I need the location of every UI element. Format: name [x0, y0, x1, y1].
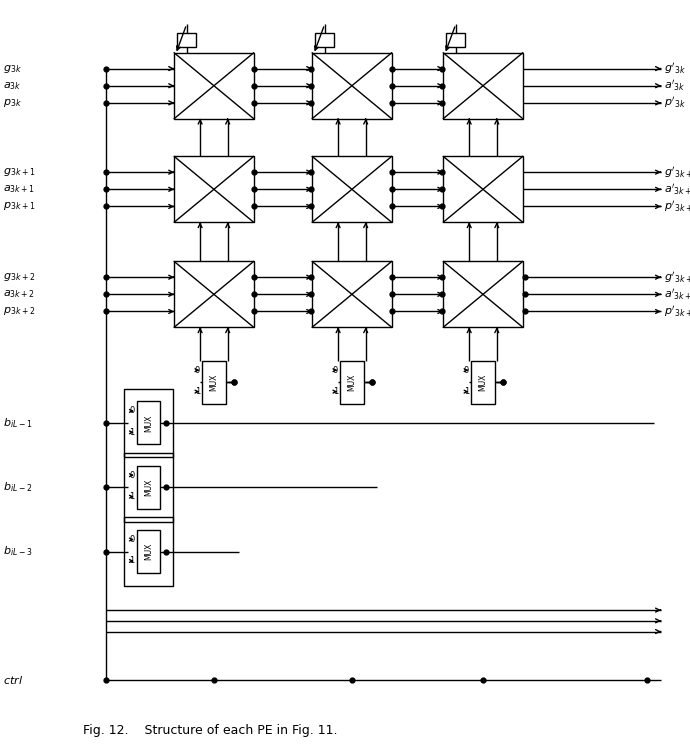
Text: 1: 1: [464, 387, 469, 396]
Text: $b_{iL-1}$: $b_{iL-1}$: [3, 416, 33, 430]
Bar: [124, 453, 172, 522]
Bar: [124, 389, 172, 457]
Bar: [340, 361, 364, 404]
Text: $p_{3k+1}$: $p_{3k+1}$: [3, 201, 36, 213]
Text: $p_{3k+2}$: $p_{3k+2}$: [3, 305, 36, 317]
Text: 1: 1: [195, 387, 200, 396]
Bar: [471, 361, 495, 404]
Text: $b_{iL-2}$: $b_{iL-2}$: [3, 481, 32, 494]
Bar: [312, 262, 392, 327]
Bar: [443, 53, 523, 119]
Text: MUX: MUX: [144, 543, 153, 560]
Text: 0: 0: [129, 471, 135, 480]
Text: $g'_{3k}$: $g'_{3k}$: [664, 61, 687, 76]
Text: $a'_{3k+2}$: $a'_{3k+2}$: [664, 287, 690, 302]
Text: 0: 0: [333, 365, 338, 374]
Text: $g'_{3k+1}$: $g'_{3k+1}$: [664, 165, 690, 180]
Text: 0: 0: [129, 406, 135, 415]
Text: MUX: MUX: [478, 374, 488, 391]
Text: $g_{3k+1}$: $g_{3k+1}$: [3, 166, 36, 178]
Text: Fig. 12.    Structure of each PE in Fig. 11.: Fig. 12. Structure of each PE in Fig. 11…: [83, 724, 337, 737]
Text: $p'_{3k}$: $p'_{3k}$: [664, 96, 687, 111]
Text: 0: 0: [195, 365, 200, 374]
Text: $a'_{3k}$: $a'_{3k}$: [664, 78, 686, 93]
Text: $g_{3k}$: $g_{3k}$: [3, 62, 22, 74]
Text: MUX: MUX: [347, 374, 357, 391]
Text: $a'_{3k+1}$: $a'_{3k+1}$: [664, 182, 690, 197]
Text: $p'_{3k+1}$: $p'_{3k+1}$: [664, 199, 690, 214]
Text: $g'_{3k+2}$: $g'_{3k+2}$: [664, 270, 690, 285]
Bar: [174, 53, 254, 119]
Text: $ctrl$: $ctrl$: [3, 674, 23, 686]
Bar: [202, 361, 226, 404]
Text: $p_{3k}$: $p_{3k}$: [3, 97, 22, 109]
Text: $a_{3k+2}$: $a_{3k+2}$: [3, 289, 35, 300]
Text: $a_{3k}$: $a_{3k}$: [3, 80, 22, 92]
Bar: [312, 53, 392, 119]
Bar: [312, 156, 392, 222]
Bar: [177, 33, 197, 47]
Bar: [137, 465, 160, 508]
Text: 0: 0: [129, 535, 135, 544]
Text: 0: 0: [464, 365, 469, 374]
Text: 1: 1: [129, 428, 135, 437]
Bar: [443, 156, 523, 222]
Text: 1: 1: [129, 492, 135, 501]
Text: $g_{3k+2}$: $g_{3k+2}$: [3, 271, 36, 284]
Bar: [137, 530, 160, 573]
Bar: [443, 262, 523, 327]
Text: MUX: MUX: [144, 478, 153, 496]
Text: $p'_{3k+2}$: $p'_{3k+2}$: [664, 304, 690, 319]
Text: MUX: MUX: [144, 414, 153, 432]
Text: 1: 1: [129, 556, 135, 566]
Text: $b_{iL-3}$: $b_{iL-3}$: [3, 544, 33, 559]
Text: $a_{3k+1}$: $a_{3k+1}$: [3, 183, 35, 196]
Bar: [315, 33, 335, 47]
Bar: [174, 156, 254, 222]
Bar: [137, 402, 160, 444]
Text: MUX: MUX: [209, 374, 219, 391]
Bar: [446, 33, 465, 47]
Text: 1: 1: [333, 387, 338, 396]
Bar: [174, 262, 254, 327]
Bar: [124, 517, 172, 586]
